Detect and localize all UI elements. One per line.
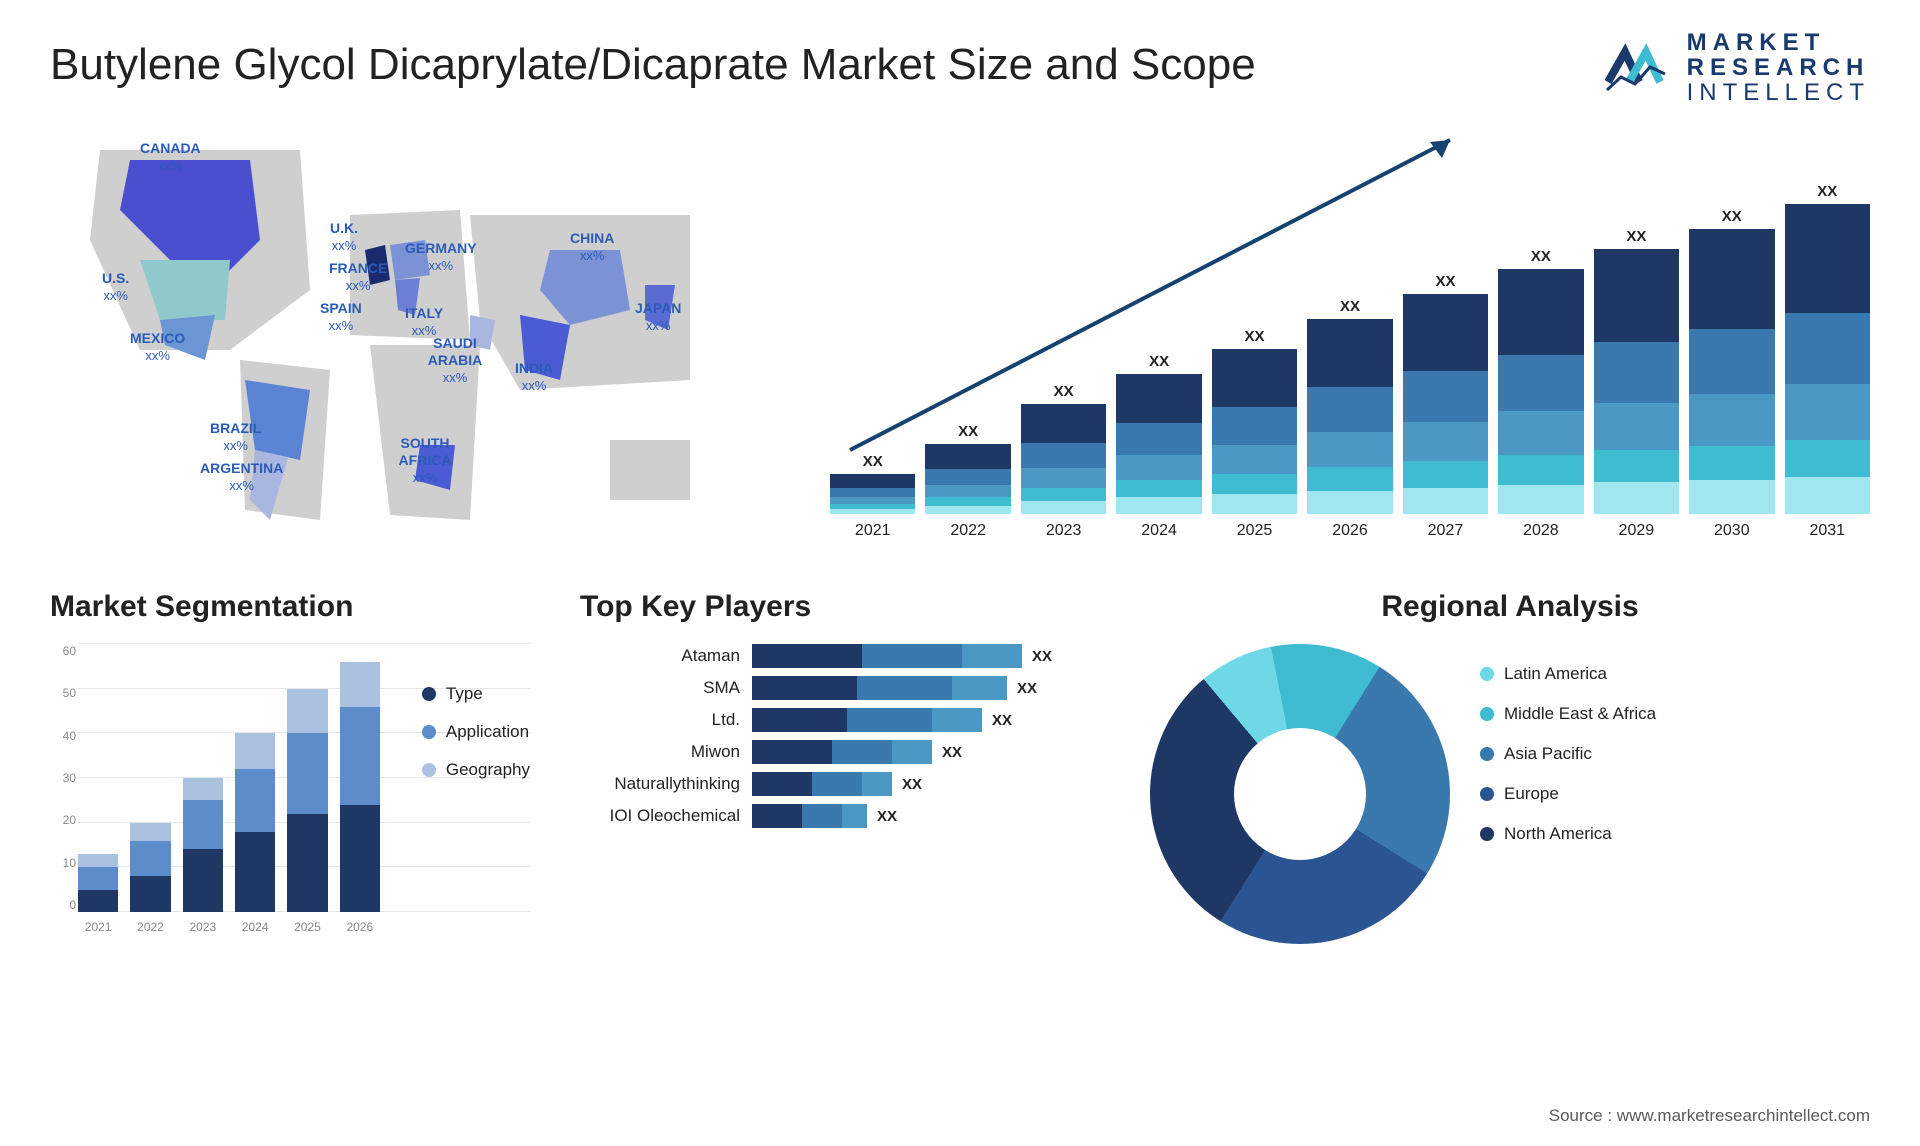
regional-legend: Latin America Middle East & Africa Asia Pa… [1480, 644, 1656, 864]
page-title: Butylene Glycol Dicaprylate/Dicaprate Ma… [50, 40, 1870, 90]
forecast-bar-2026: XX [1307, 298, 1392, 514]
segmentation-legend-application: Application [422, 722, 530, 742]
forecast-bar-2023: XX [1021, 383, 1106, 514]
map-label-brazil: BRAZILxx% [210, 420, 261, 454]
map-label-spain: SPAINxx% [320, 300, 362, 334]
players-title: Top Key Players [580, 590, 1100, 624]
map-label-china: CHINAxx% [570, 230, 614, 264]
regional-legend-europe: Europe [1480, 784, 1656, 804]
regional-legend-northamerica: North America [1480, 824, 1656, 844]
map-label-argentina: ARGENTINAxx% [200, 460, 283, 494]
regional-legend-middleeastafrica: Middle East & Africa [1480, 704, 1656, 724]
map-label-germany: GERMANYxx% [405, 240, 477, 274]
player-row-ltd: Ltd.XX [580, 708, 1100, 732]
brand-logo: MARKET RESEARCH INTELLECT [1605, 30, 1870, 106]
regional-panel: Regional Analysis Latin America Middle Ea… [1150, 590, 1870, 944]
segmentation-bar-2026 [340, 662, 380, 912]
player-row-ataman: AtamanXX [580, 644, 1100, 668]
forecast-bar-2024: XX [1116, 353, 1201, 514]
forecast-chart: XXXXXXXXXXXXXXXXXXXXXX 20212022202320242… [830, 120, 1870, 540]
world-map-panel: CANADAxx% U.S.xx%MEXICOxx% BRAZILxx% ARGENT… [50, 120, 790, 540]
segmentation-bar-2022 [130, 823, 170, 912]
regional-title: Regional Analysis [1150, 590, 1870, 624]
forecast-bar-2030: XX [1689, 208, 1774, 514]
segmentation-legend-type: Type [422, 684, 530, 704]
segmentation-chart: 6050403020100 202120222023202420252026 T… [50, 644, 530, 934]
player-row-ioioleochemical: IOI OleochemicalXX [580, 804, 1100, 828]
forecast-bar-2022: XX [925, 423, 1010, 514]
map-label-us: U.S.xx% [102, 270, 129, 304]
player-row-miwon: MiwonXX [580, 740, 1100, 764]
map-label-uk: U.K.xx% [330, 220, 358, 254]
regional-donut-chart [1150, 644, 1450, 944]
forecast-bar-2029: XX [1594, 228, 1679, 514]
map-label-mexico: MEXICOxx% [130, 330, 185, 364]
player-row-sma: SMAXX [580, 676, 1100, 700]
player-row-naturallythinking: NaturallythinkingXX [580, 772, 1100, 796]
map-label-france: FRANCExx% [329, 260, 387, 294]
segmentation-panel: Market Segmentation 6050403020100 202120… [50, 590, 530, 944]
source-citation: Source : www.marketresearchintellect.com [1549, 1106, 1870, 1126]
segmentation-title: Market Segmentation [50, 590, 530, 624]
map-label-japan: JAPANxx% [635, 300, 681, 334]
segmentation-bar-2024 [235, 733, 275, 912]
forecast-bar-2021: XX [830, 453, 915, 514]
regional-legend-asiapacific: Asia Pacific [1480, 744, 1656, 764]
segmentation-legend: Type Application Geography [422, 684, 530, 798]
forecast-bar-2025: XX [1212, 328, 1297, 514]
map-label-india: INDIAxx% [515, 360, 553, 394]
segmentation-bar-2021 [78, 854, 118, 912]
forecast-bar-2028: XX [1498, 248, 1583, 514]
map-label-canada: CANADAxx% [140, 140, 201, 174]
segmentation-legend-geography: Geography [422, 760, 530, 780]
logo-icon [1605, 42, 1675, 94]
logo-text: MARKET RESEARCH INTELLECT [1687, 30, 1870, 106]
forecast-bar-2031: XX [1785, 183, 1870, 514]
segmentation-bar-2023 [183, 778, 223, 912]
players-panel: Top Key Players AtamanXX SMAXX Ltd.XX Miwon… [580, 590, 1100, 944]
regional-legend-latinamerica: Latin America [1480, 664, 1656, 684]
map-label-southafrica: SOUTH AFRICAxx% [390, 435, 460, 485]
map-label-saudiarabia: SAUDI ARABIAxx% [420, 335, 490, 385]
forecast-bar-2027: XX [1403, 273, 1488, 514]
segmentation-bar-2025 [287, 689, 327, 912]
map-label-italy: ITALYxx% [405, 305, 443, 339]
